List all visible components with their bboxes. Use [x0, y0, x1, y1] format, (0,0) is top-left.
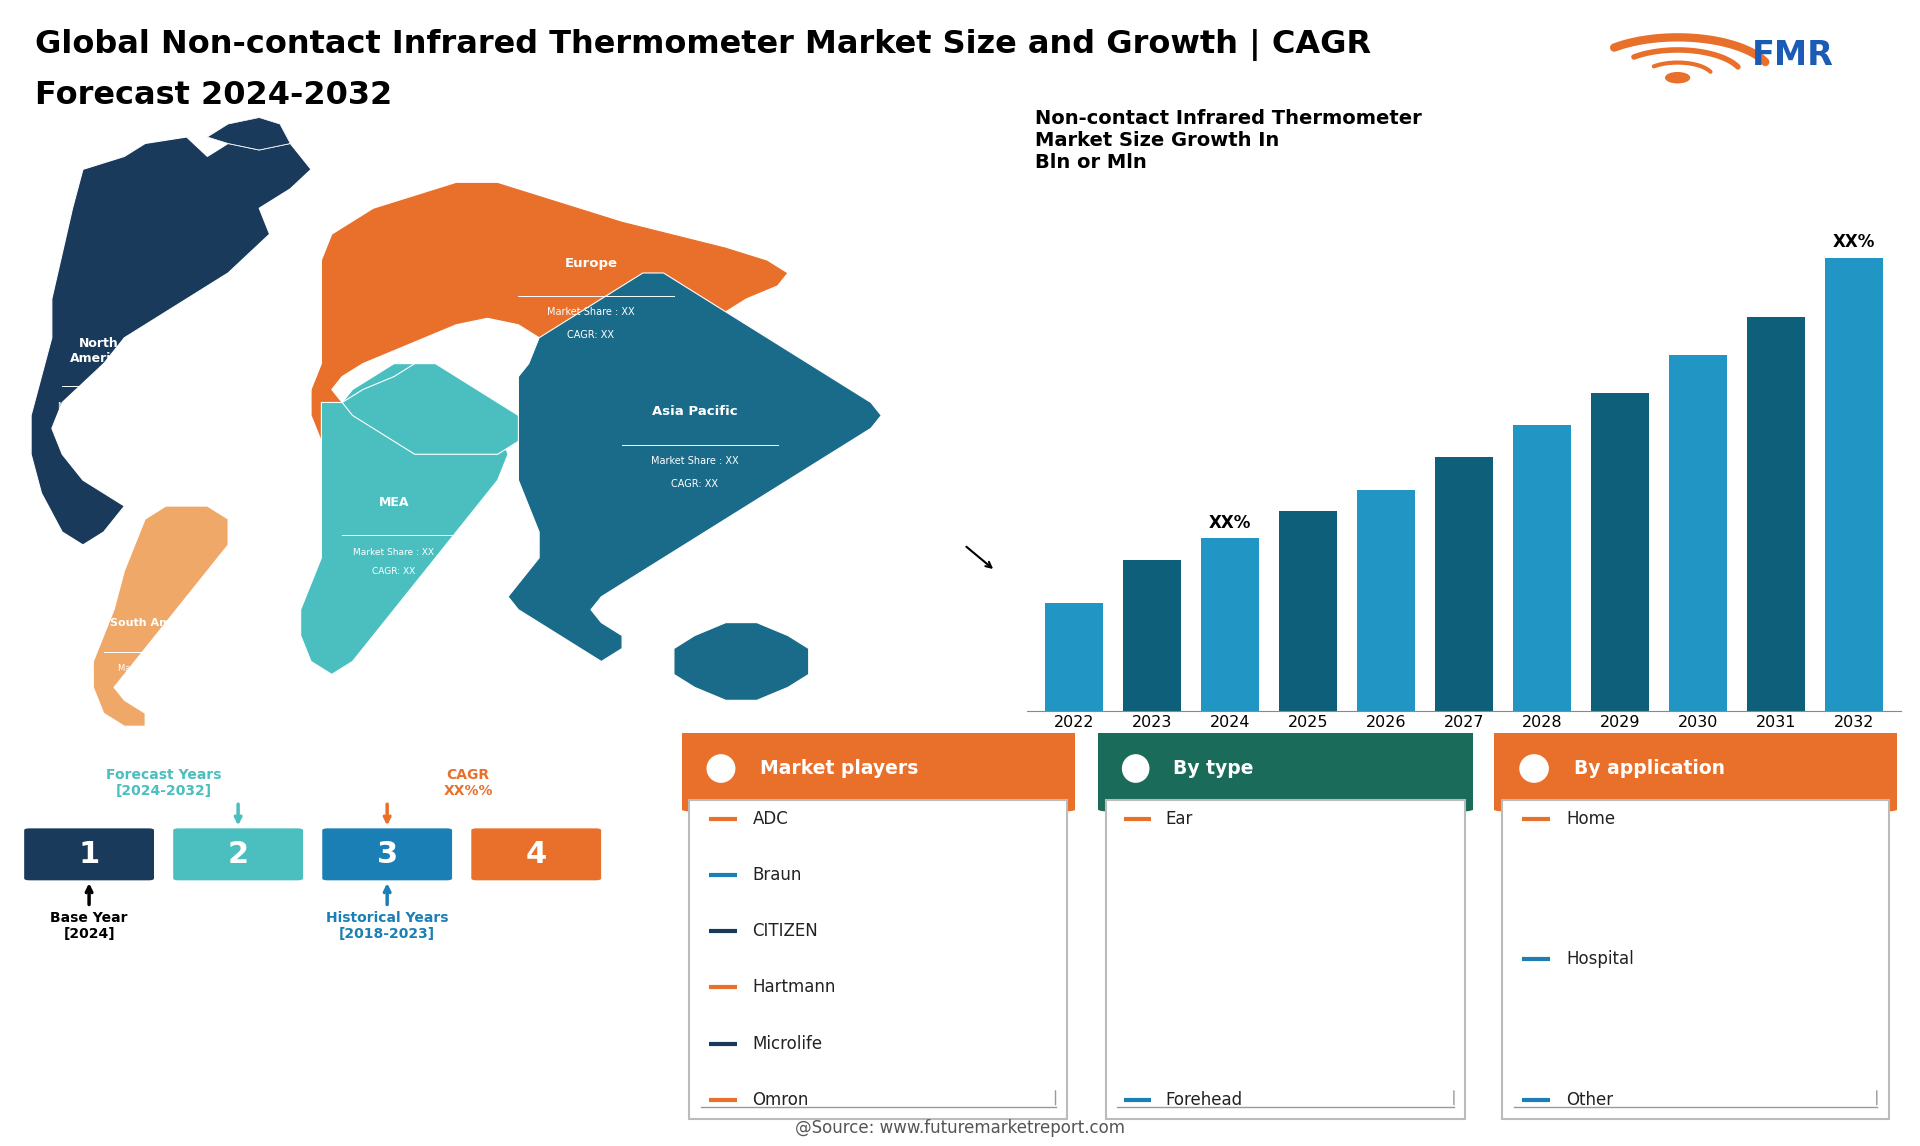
Bar: [1824, 258, 1884, 711]
Text: Global Non-contact Infrared Thermometer Market Size and Growth | CAGR: Global Non-contact Infrared Thermometer …: [35, 29, 1371, 61]
Text: Market Share : XX: Market Share : XX: [651, 456, 739, 466]
Circle shape: [1521, 755, 1548, 782]
FancyBboxPatch shape: [1486, 725, 1905, 811]
Text: Market Share : XX: Market Share : XX: [58, 402, 138, 411]
Text: 3: 3: [376, 840, 397, 869]
Text: CAGR: XX: CAGR: XX: [568, 330, 614, 339]
Text: Home: Home: [1567, 810, 1615, 829]
Polygon shape: [342, 363, 528, 454]
Text: FMR: FMR: [1751, 39, 1834, 71]
Bar: [1044, 603, 1104, 711]
Text: Base Year
[2024]: Base Year [2024]: [50, 911, 129, 941]
Text: 4: 4: [526, 840, 547, 869]
Text: CAGR
XX%%: CAGR XX%%: [444, 768, 493, 798]
FancyBboxPatch shape: [323, 829, 451, 880]
Text: Europe: Europe: [564, 257, 618, 269]
Text: Hospital: Hospital: [1567, 950, 1634, 968]
Text: Microlife: Microlife: [753, 1035, 822, 1052]
Text: Market Share : XX: Market Share : XX: [117, 665, 194, 673]
Bar: [1357, 489, 1415, 711]
Text: By application: By application: [1574, 759, 1726, 778]
Text: @Source: www.futuremarketreport.com: @Source: www.futuremarketreport.com: [795, 1118, 1125, 1137]
Bar: [1513, 425, 1571, 711]
Text: Asia Pacific: Asia Pacific: [653, 406, 737, 418]
Polygon shape: [674, 622, 808, 700]
Text: 2: 2: [228, 840, 250, 869]
Bar: [1434, 457, 1494, 711]
Text: CITIZEN: CITIZEN: [753, 923, 818, 941]
Bar: [1668, 355, 1728, 711]
Text: North
America: North America: [69, 337, 127, 364]
Text: Forecast Years
[2024-2032]: Forecast Years [2024-2032]: [106, 768, 221, 798]
FancyBboxPatch shape: [1091, 725, 1480, 811]
Text: MEA: MEA: [378, 496, 409, 509]
Text: Market Share : XX: Market Share : XX: [353, 548, 434, 557]
Bar: [1747, 317, 1805, 711]
Text: Market Share : XX: Market Share : XX: [547, 307, 636, 317]
Text: XX%: XX%: [1834, 234, 1876, 251]
Text: By type: By type: [1173, 759, 1254, 778]
Polygon shape: [207, 118, 290, 150]
Text: CAGR: XX: CAGR: XX: [77, 425, 121, 433]
Text: Market players: Market players: [760, 759, 918, 778]
FancyBboxPatch shape: [674, 725, 1083, 811]
FancyBboxPatch shape: [1501, 800, 1889, 1120]
Polygon shape: [311, 182, 787, 461]
Text: Forehead: Forehead: [1165, 1091, 1242, 1108]
Bar: [1592, 393, 1649, 711]
Bar: [1279, 511, 1336, 711]
Text: CAGR: XX: CAGR: XX: [134, 684, 177, 692]
Text: Ear: Ear: [1165, 810, 1192, 829]
Text: ADC: ADC: [753, 810, 789, 829]
FancyBboxPatch shape: [1106, 800, 1465, 1120]
Polygon shape: [94, 507, 228, 727]
Text: CAGR: XX: CAGR: XX: [672, 479, 718, 488]
Circle shape: [1667, 72, 1690, 83]
Circle shape: [1123, 755, 1148, 782]
Bar: [1200, 539, 1260, 711]
Text: South America: South America: [109, 618, 202, 628]
Text: Braun: Braun: [753, 866, 803, 885]
Text: Non-contact Infrared Thermometer
Market Size Growth In
Bln or Mln: Non-contact Infrared Thermometer Market …: [1035, 109, 1421, 172]
FancyBboxPatch shape: [689, 800, 1068, 1120]
FancyBboxPatch shape: [173, 829, 303, 880]
FancyBboxPatch shape: [470, 829, 601, 880]
Text: 1: 1: [79, 840, 100, 869]
Text: Historical Years
[2018-2023]: Historical Years [2018-2023]: [326, 911, 449, 941]
Text: Omron: Omron: [753, 1091, 808, 1108]
Text: Hartmann: Hartmann: [753, 979, 835, 997]
Text: FUTURE MARKET REPORT: FUTURE MARKET REPORT: [1751, 99, 1859, 108]
Text: XX%: XX%: [1210, 513, 1252, 532]
Text: Forecast 2024-2032: Forecast 2024-2032: [35, 80, 392, 111]
Bar: [1123, 559, 1181, 711]
Text: Other: Other: [1567, 1091, 1613, 1108]
FancyBboxPatch shape: [25, 829, 154, 880]
Polygon shape: [31, 138, 311, 545]
Text: CAGR: XX: CAGR: XX: [372, 567, 415, 576]
Polygon shape: [509, 273, 881, 661]
Circle shape: [707, 755, 735, 782]
Polygon shape: [301, 363, 509, 674]
